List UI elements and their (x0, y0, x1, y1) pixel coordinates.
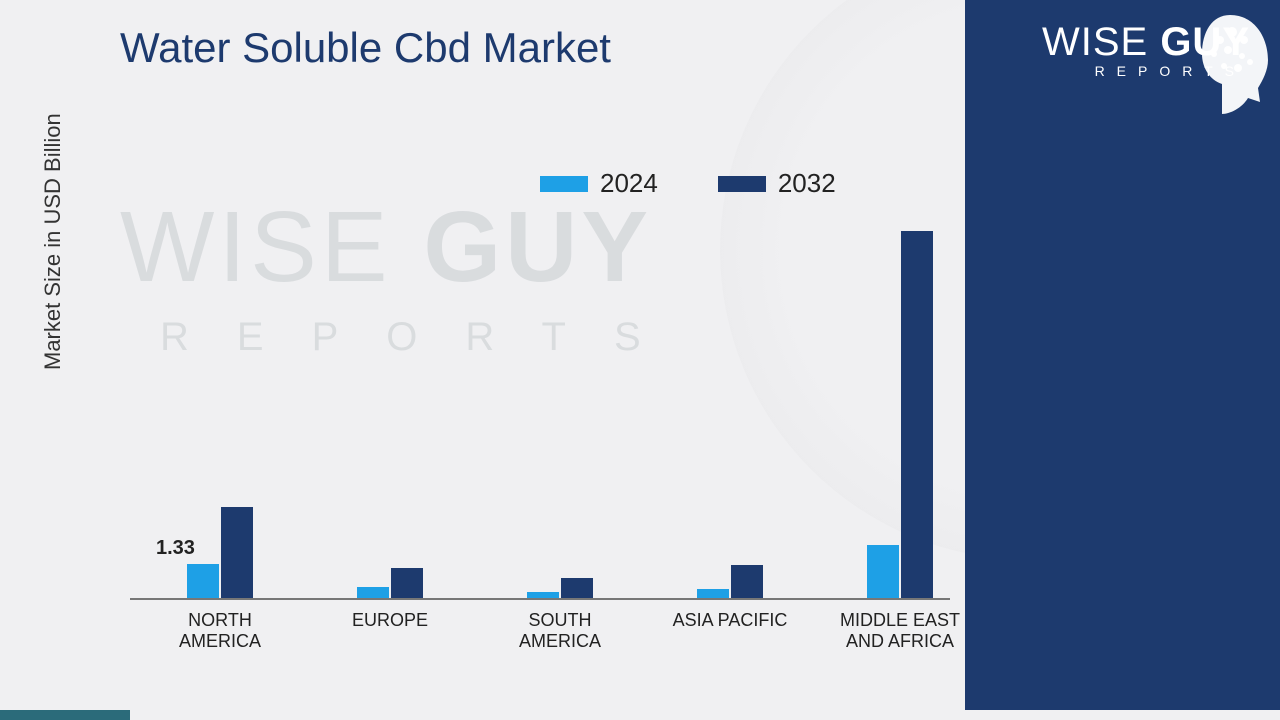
bar-2032 (221, 507, 253, 598)
legend-swatch-2024 (540, 176, 588, 192)
x-axis-line (130, 598, 950, 600)
y-axis-label: Market Size in USD Billion (40, 113, 66, 370)
legend: 2024 2032 (540, 168, 836, 199)
bar-2024 (697, 589, 729, 598)
chart-title: Water Soluble Cbd Market (120, 24, 611, 72)
chart-area: NORTH AMERICA1.33EUROPESOUTH AMERICAASIA… (130, 200, 950, 600)
category-label: SOUTH AMERICA (490, 610, 630, 652)
category-label: MIDDLE EAST AND AFRICA (830, 610, 970, 652)
bars (867, 231, 933, 598)
bars (527, 578, 593, 598)
category-label: NORTH AMERICA (150, 610, 290, 652)
bar-2032 (561, 578, 593, 598)
legend-item-2032: 2032 (718, 168, 836, 199)
legend-swatch-2032 (718, 176, 766, 192)
bars (357, 568, 423, 598)
bars (697, 565, 763, 598)
bar-2024 (357, 587, 389, 598)
legend-label-2024: 2024 (600, 168, 658, 199)
bar-2032 (391, 568, 423, 598)
brand-head-icon (1180, 10, 1270, 120)
category-label: EUROPE (320, 610, 460, 631)
bars (187, 507, 253, 598)
bar-2032 (731, 565, 763, 598)
legend-item-2024: 2024 (540, 168, 658, 199)
bar-2032 (901, 231, 933, 598)
legend-label-2032: 2032 (778, 168, 836, 199)
category-label: ASIA PACIFIC (660, 610, 800, 631)
bottom-accent-bar (0, 710, 130, 720)
bar-2024 (867, 545, 899, 598)
bar-2024 (527, 592, 559, 598)
bar-2024 (187, 564, 219, 598)
brand-word-wise: WISE (1042, 20, 1160, 64)
